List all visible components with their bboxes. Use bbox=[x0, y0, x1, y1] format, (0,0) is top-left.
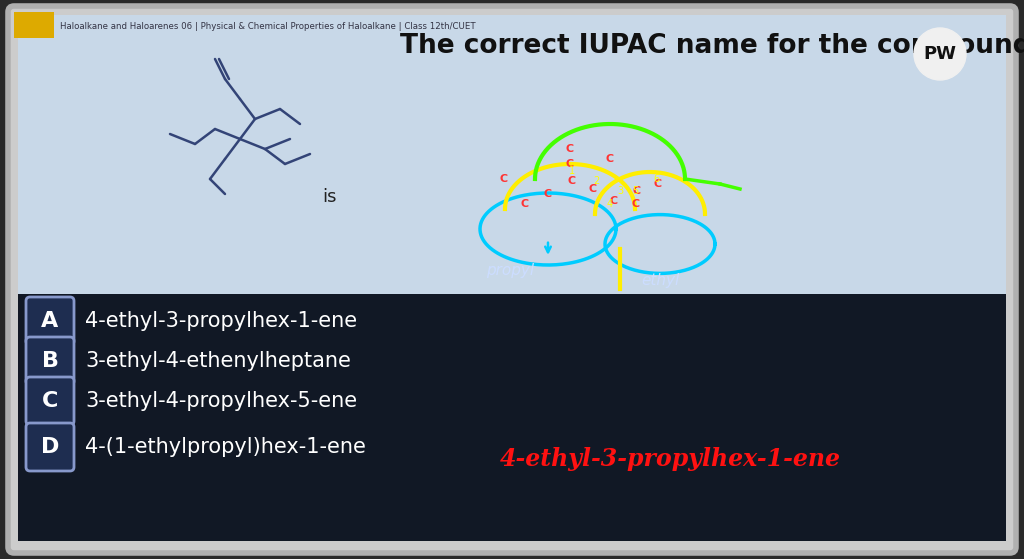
Text: C: C bbox=[566, 144, 574, 154]
Text: is: is bbox=[322, 188, 337, 206]
Text: C: C bbox=[568, 176, 577, 186]
Text: C: C bbox=[521, 199, 529, 209]
Circle shape bbox=[914, 28, 966, 80]
FancyBboxPatch shape bbox=[26, 337, 74, 385]
Text: ethyl: ethyl bbox=[641, 273, 679, 288]
FancyBboxPatch shape bbox=[26, 297, 74, 345]
Text: 3: 3 bbox=[616, 186, 623, 196]
Text: 3-ethyl-4-propylhex-5-ene: 3-ethyl-4-propylhex-5-ene bbox=[85, 391, 357, 411]
Text: C: C bbox=[654, 179, 663, 189]
Text: propyl: propyl bbox=[486, 263, 535, 278]
Text: C: C bbox=[589, 184, 597, 194]
FancyBboxPatch shape bbox=[26, 423, 74, 471]
Text: C: C bbox=[500, 174, 508, 184]
Text: 6: 6 bbox=[653, 174, 659, 184]
Text: 4-(1-ethylpropyl)hex-1-ene: 4-(1-ethylpropyl)hex-1-ene bbox=[85, 437, 366, 457]
FancyBboxPatch shape bbox=[8, 6, 1016, 553]
Text: 1: 1 bbox=[569, 166, 575, 176]
Text: A: A bbox=[41, 311, 58, 331]
Text: 5: 5 bbox=[632, 186, 638, 196]
Text: C: C bbox=[42, 391, 58, 411]
Text: Haloalkane and Haloarenes 06 | Physical & Chemical Properties of Haloalkane | Cl: Haloalkane and Haloarenes 06 | Physical … bbox=[60, 22, 475, 31]
Text: C: C bbox=[606, 154, 614, 164]
Text: The correct IUPAC name for the compound: The correct IUPAC name for the compound bbox=[400, 33, 1024, 59]
Text: 4-ethyl-3-propylhex-1-ene: 4-ethyl-3-propylhex-1-ene bbox=[85, 311, 357, 331]
Text: D: D bbox=[41, 437, 59, 457]
Text: C: C bbox=[544, 189, 552, 199]
Bar bbox=[18, 15, 1006, 294]
Bar bbox=[18, 294, 1006, 541]
Text: 3-ethyl-4-ethenylheptane: 3-ethyl-4-ethenylheptane bbox=[85, 351, 351, 371]
FancyBboxPatch shape bbox=[26, 377, 74, 425]
Text: 2: 2 bbox=[593, 176, 599, 186]
Text: 4-ethyl-3-propylhex-1-ene: 4-ethyl-3-propylhex-1-ene bbox=[500, 447, 841, 471]
Text: C: C bbox=[633, 186, 641, 196]
Bar bbox=[14, 12, 54, 38]
Text: C: C bbox=[632, 199, 640, 209]
Text: C: C bbox=[610, 196, 618, 206]
Text: B: B bbox=[42, 351, 58, 371]
Text: C: C bbox=[566, 159, 574, 169]
Text: PW: PW bbox=[924, 45, 956, 63]
Text: 4: 4 bbox=[607, 199, 613, 209]
